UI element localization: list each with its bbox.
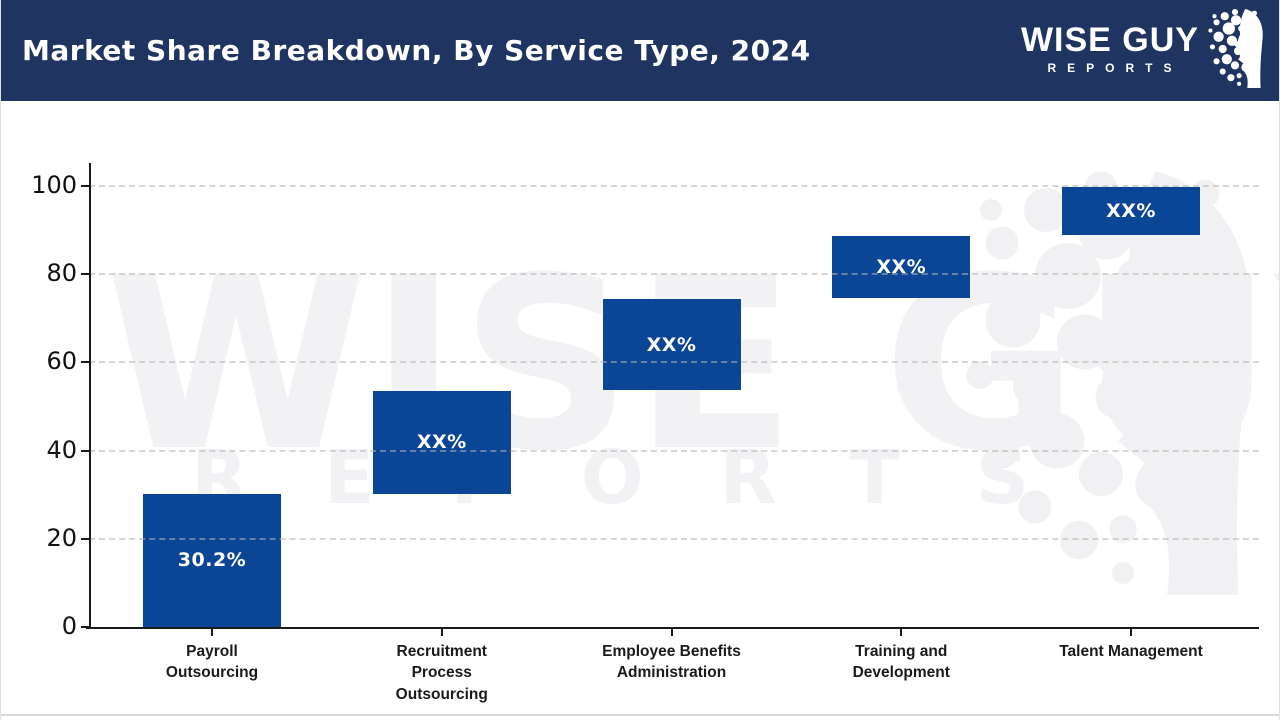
gridline-20 [89, 537, 1259, 540]
y-tick-mark-40 [81, 449, 89, 452]
dotted-head-icon [1203, 8, 1267, 90]
x-tick-mark-recruitment-process-outsourcing [440, 629, 443, 636]
gridline-80 [89, 273, 1259, 276]
y-tick-label-40: 40 [46, 435, 77, 464]
bar-talent-management: XX% [1062, 186, 1200, 235]
brand-subname: REPORTS [1047, 60, 1183, 75]
bar-value-label-employee-benefits-administration: XX% [646, 333, 697, 356]
bar-training-and-development: XX% [832, 235, 971, 298]
y-axis-line [89, 163, 91, 629]
watermark-subtext: REPORTS [191, 435, 1106, 521]
y-tick-mark-0 [81, 626, 89, 628]
bar-value-label-training-and-development: XX% [876, 255, 927, 278]
x-tick-mark-training-and-development [900, 629, 903, 636]
page-title: Market Share Breakdown, By Service Type,… [22, 34, 811, 67]
chart-area: WISE GUY REPORTS 02040608010030.2%Payrol… [1, 101, 1279, 720]
x-tick-mark-employee-benefits-administration [670, 629, 673, 636]
y-tick-mark-80 [81, 273, 89, 276]
brand-logo: WISE GUY REPORTS [1021, 8, 1267, 90]
y-tick-label-0: 0 [61, 612, 77, 640]
gridline-100 [89, 185, 1259, 187]
bar-value-label-payroll-outsourcing: 30.2% [177, 549, 247, 572]
y-tick-label-20: 20 [46, 523, 77, 552]
bar-value-label-recruitment-process-outsourcing: XX% [416, 431, 467, 454]
bar-value-label-talent-management: XX% [1106, 199, 1156, 222]
y-tick-mark-100 [81, 185, 89, 187]
bar-employee-benefits-administration: XX% [602, 298, 741, 391]
category-label-training-and-development: Training and Development [852, 643, 950, 682]
y-tick-label-60: 60 [46, 347, 77, 376]
category-label-talent-management: Talent Management [1059, 643, 1203, 660]
y-tick-label-80: 80 [46, 259, 77, 288]
bar-payroll-outsourcing: 30.2% [143, 493, 281, 627]
brand-logo-text: WISE GUY REPORTS [1020, 21, 1199, 75]
y-tick-label-100: 100 [31, 171, 77, 199]
y-tick-mark-20 [81, 537, 89, 540]
category-label-employee-benefits-administration: Employee Benefits Administration [602, 643, 741, 682]
y-tick-mark-60 [81, 361, 89, 364]
category-label-recruitment-process-outsourcing: Recruitment Process Outsourcing [395, 643, 488, 703]
gridline-40 [89, 449, 1259, 452]
page-bottom-divider [1, 714, 1279, 716]
x-tick-mark-payroll-outsourcing [211, 629, 213, 636]
brand-name: WISE GUY [1020, 21, 1199, 60]
category-label-payroll-outsourcing: Payroll Outsourcing [165, 643, 259, 682]
bar-recruitment-process-outsourcing: XX% [372, 391, 511, 494]
header-banner: Market Share Breakdown, By Service Type,… [1, 0, 1279, 101]
x-axis-line [86, 627, 1259, 629]
gridline-60 [89, 361, 1259, 364]
x-tick-mark-talent-management [1130, 629, 1132, 636]
